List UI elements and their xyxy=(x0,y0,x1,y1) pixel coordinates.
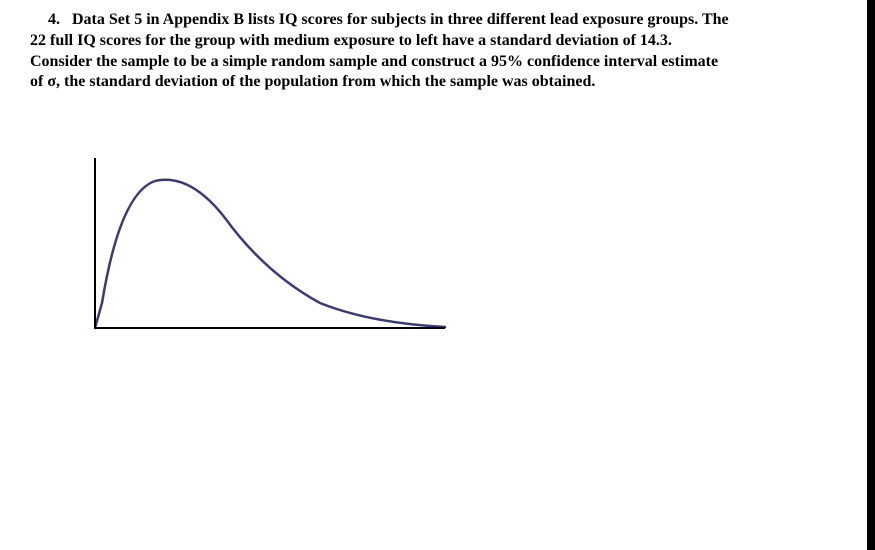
distribution-chart xyxy=(90,153,820,333)
chi-square-curve xyxy=(90,153,450,333)
question-text-line1: Data Set 5 in Appendix B lists IQ scores… xyxy=(72,11,729,28)
document-page: 4. Data Set 5 in Appendix B lists IQ sco… xyxy=(0,0,850,550)
question-block: 4. Data Set 5 in Appendix B lists IQ sco… xyxy=(30,10,820,93)
question-text-line4: of σ, the standard deviation of the popu… xyxy=(30,73,595,90)
page-right-border xyxy=(867,0,875,550)
question-text-line3: Consider the sample to be a simple rando… xyxy=(30,53,718,70)
question-text-line2: 22 full IQ scores for the group with med… xyxy=(30,32,672,49)
question-number: 4. xyxy=(30,10,60,31)
